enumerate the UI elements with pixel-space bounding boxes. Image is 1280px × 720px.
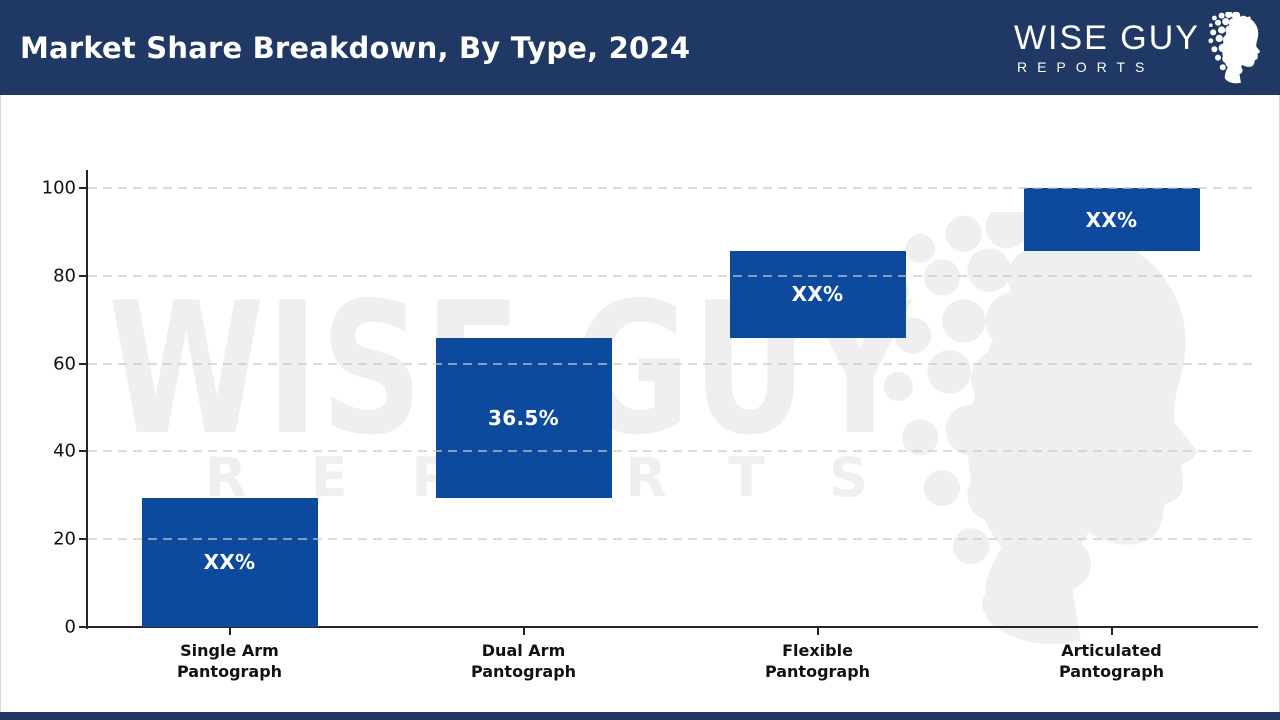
x-tick-mark-4	[1110, 628, 1113, 635]
page-border-left	[0, 95, 1, 712]
gridline-60	[88, 362, 1258, 365]
bar-value-label: XX%	[1085, 207, 1138, 232]
logo-head-icon	[1206, 11, 1266, 85]
chart-area: XX% 36.5% XX% XX% 0 20 40 60 80 100 Single Arm P…	[0, 95, 1280, 712]
y-axis-line	[86, 170, 88, 629]
gridline-20	[88, 538, 1258, 541]
x-category-label-2: Dual Arm Pantograph	[470, 641, 577, 682]
bar-segment-3: XX%	[729, 251, 906, 338]
logo-wiseguy-text: WISE GUY	[1013, 18, 1200, 57]
x-category-label-3: Flexible Pantograph	[764, 641, 871, 682]
y-tick-label-80: 80	[53, 265, 76, 287]
chart-title: Market Share Breakdown, By Type, 2024	[20, 30, 691, 65]
x-category-label-1: Single Arm Pantograph	[176, 641, 283, 682]
y-tick-label-40: 40	[53, 440, 76, 462]
x-axis-line	[86, 626, 1258, 628]
bar-segment-4: XX%	[1023, 188, 1200, 252]
x-tick-mark-2	[522, 628, 525, 635]
x-tick-mark-1	[228, 628, 231, 635]
y-tick-mark-80	[79, 274, 86, 277]
y-tick-mark-60	[79, 362, 86, 365]
y-tick-mark-20	[79, 538, 86, 541]
y-tick-label-20: 20	[53, 528, 76, 550]
bar-value-label: XX%	[203, 550, 256, 575]
bar-value-label: 36.5%	[488, 405, 559, 430]
bar-segment-1: XX%	[141, 497, 318, 627]
logo-reports-text: REPORTS	[1016, 59, 1155, 76]
y-tick-mark-0	[79, 626, 86, 628]
y-tick-label-100: 100	[41, 177, 76, 199]
x-category-label-4: Articulated Pantograph	[1058, 641, 1165, 682]
x-tick-mark-3	[816, 628, 819, 635]
footer-bar	[0, 712, 1280, 720]
gridline-80	[88, 274, 1258, 277]
gridline-100	[88, 187, 1258, 189]
y-tick-mark-40	[79, 450, 86, 453]
bar-value-label: XX%	[791, 282, 844, 307]
y-tick-label-60: 60	[53, 353, 76, 375]
gridline-40	[88, 450, 1258, 453]
header-bar: Market Share Breakdown, By Type, 2024 WI…	[0, 0, 1280, 95]
y-tick-label-0: 0	[64, 616, 76, 638]
y-tick-mark-100	[79, 187, 86, 189]
wiseguy-logo: WISE GUY REPORTS	[1014, 9, 1266, 87]
